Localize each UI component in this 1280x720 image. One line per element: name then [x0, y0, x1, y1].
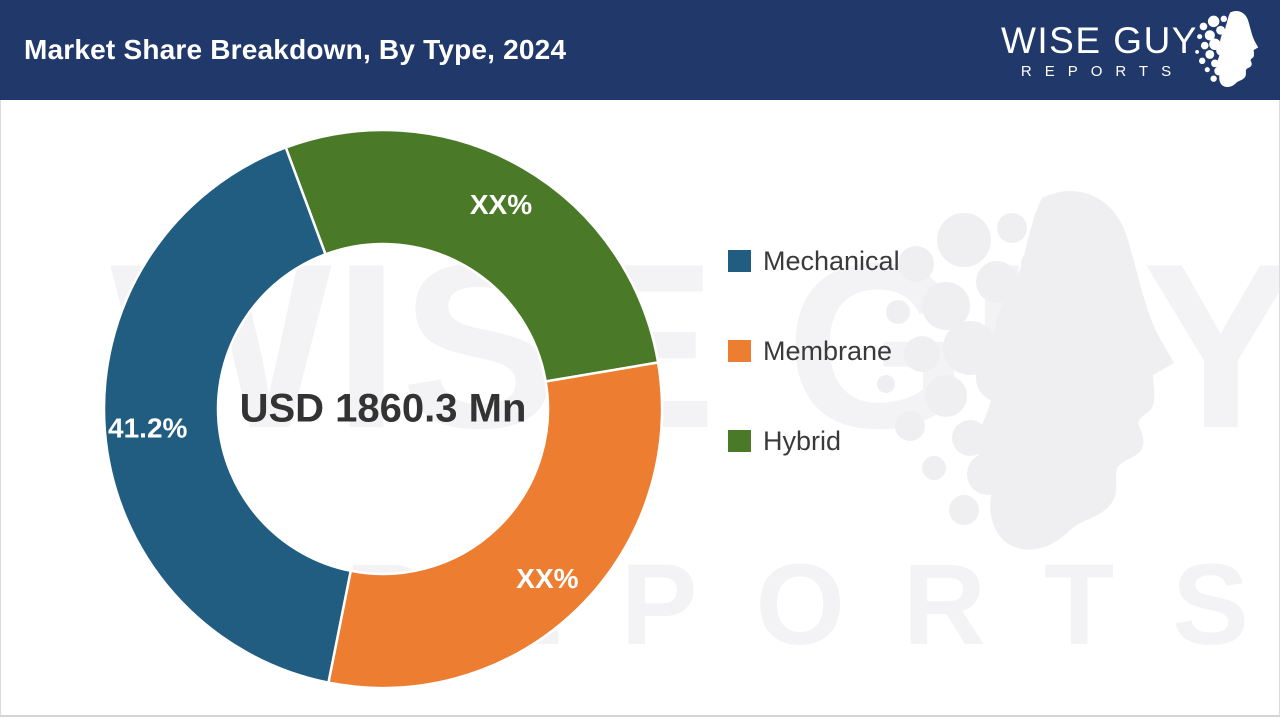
- legend-label-hybrid: Hybrid: [763, 425, 842, 456]
- logo-wordmark: WISE GUY: [1000, 19, 1198, 61]
- logo-subtitle: REPORTS: [1020, 62, 1185, 80]
- legend-label-mechanical: Mechanical: [763, 245, 900, 276]
- bottom-divider: [0, 715, 1280, 717]
- logo-head-icon: [1192, 8, 1262, 92]
- legend-item-membrane: Membrane: [728, 336, 900, 366]
- wise-guy-logo: WISE GUY REPORTS: [1001, 8, 1262, 92]
- segment-label-mechanical: 41.2%: [108, 412, 187, 443]
- segment-label-membrane: XX%: [516, 563, 578, 594]
- legend-item-hybrid: Hybrid: [728, 426, 900, 456]
- legend-swatch-membrane: [728, 340, 751, 362]
- legend-swatch-hybrid: [728, 430, 751, 452]
- segment-label-hybrid: XX%: [470, 189, 532, 220]
- logo-text: WISE GUY REPORTS: [1001, 22, 1198, 79]
- legend-item-mechanical: Mechanical: [728, 246, 900, 276]
- chart-center-value: USD 1860.3 Mn: [239, 386, 527, 431]
- header-bar: Market Share Breakdown, By Type, 2024 WI…: [0, 0, 1280, 100]
- legend-swatch-mechanical: [728, 250, 751, 272]
- segment-hybrid: [284, 128, 660, 383]
- segment-mechanical: [102, 146, 352, 684]
- legend-label-membrane: Membrane: [763, 335, 893, 366]
- chart-legend: Mechanical Membrane Hybrid: [728, 246, 900, 456]
- page-title: Market Share Breakdown, By Type, 2024: [24, 34, 567, 65]
- segment-membrane: [327, 361, 664, 690]
